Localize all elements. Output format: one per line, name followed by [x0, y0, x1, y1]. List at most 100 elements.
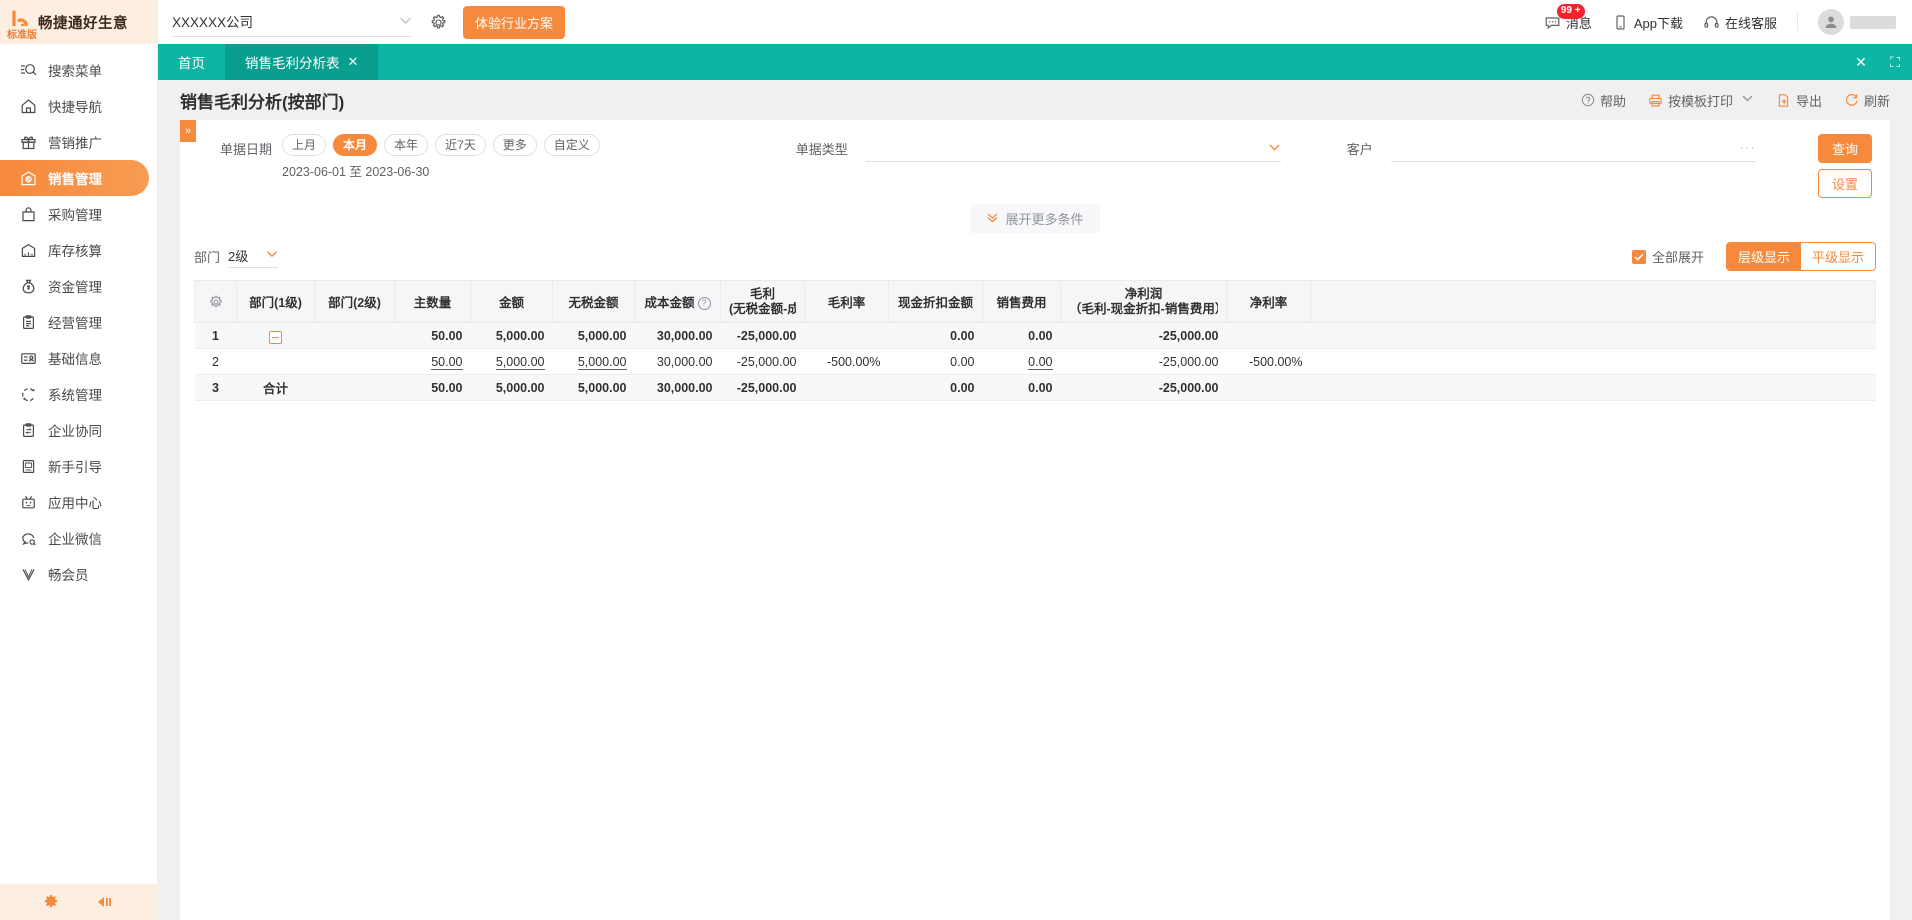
sidebar-item-guide[interactable]: 新手引导	[0, 448, 157, 484]
column-header-dept2[interactable]: 部门(2级)	[314, 280, 395, 323]
dept-level-select[interactable]: 2级	[228, 246, 279, 268]
date-chips-group: 上月 本月 本年 近7天 更多 自定义 2023-06-01 至 2023-06…	[282, 134, 600, 180]
column-header-net-profit-formula: （毛利-现金折扣-销售费用）	[1069, 301, 1218, 316]
expand-all-checkbox[interactable]: 全部展开	[1631, 247, 1704, 266]
cell-sales-expense[interactable]: 0.00	[982, 348, 1061, 375]
chevron-down-icon[interactable]	[1741, 94, 1754, 106]
export-button[interactable]: 导出	[1776, 91, 1822, 110]
cell-amount-link[interactable]: 5,000.00	[495, 354, 545, 370]
sidebar-item-marketing[interactable]: 营销推广	[0, 124, 157, 160]
column-header-gross-profit[interactable]: 毛利 (无税金额-成本金额)	[720, 280, 805, 323]
column-header-qty[interactable]: 主数量	[394, 280, 471, 323]
row-expander-cell[interactable]	[236, 322, 315, 349]
column-header-cash-discount[interactable]: 现金折扣金额	[888, 280, 983, 323]
help-button[interactable]: 帮助	[1581, 91, 1626, 110]
sidebar-item-label: 基础信息	[48, 352, 102, 367]
sidebar-item-app-center[interactable]: 应用中心	[0, 484, 157, 520]
view-mode-hierarchy[interactable]: 层级显示	[1726, 243, 1801, 270]
cell-amount-no-tax[interactable]: 5,000.00	[552, 348, 635, 375]
experience-solution-button[interactable]: 体验行业方案	[463, 5, 566, 39]
app-download-button[interactable]: App下载	[1612, 13, 1683, 32]
cell-qty-link[interactable]: 50.00	[431, 354, 463, 370]
date-filter-group: 单据日期 上月 本月 本年 近7天 更多 自定义 2023-06-01 至 20…	[220, 134, 600, 180]
sidebar-item-quick-nav[interactable]: 快捷导航	[0, 88, 157, 124]
sidebar-item-wechat-work[interactable]: 企业微信	[0, 520, 157, 556]
fullscreen-icon[interactable]: ⛶	[1890, 53, 1900, 70]
column-header-amount[interactable]: 金额	[470, 280, 553, 323]
date-chip-this-month[interactable]: 本月	[333, 134, 378, 156]
sidebar-item-sales[interactable]: 销售管理	[0, 160, 149, 196]
tab-close-icon[interactable]: ✕	[347, 54, 359, 69]
tab-home[interactable]: 首页	[158, 44, 225, 80]
company-selector[interactable]: XXXXXX公司	[172, 7, 412, 37]
column-header-amount-no-tax[interactable]: 无税金额	[552, 280, 635, 323]
refresh-button[interactable]: 刷新	[1844, 91, 1890, 110]
cell-amount-no-tax: 5,000.00	[552, 322, 635, 349]
sidebar-item-search-menu[interactable]: 搜索菜单	[0, 52, 157, 88]
date-chip-last-7-days[interactable]: 近7天	[435, 134, 486, 156]
close-icon[interactable]: ✕	[1855, 53, 1867, 70]
messages-button[interactable]: 消息 99 +	[1544, 3, 1592, 32]
table-row[interactable]: 2 50.00 5,000.00 5,000.00 30,000.00 -25,…	[194, 348, 1876, 375]
filter-row: 单据日期 上月 本月 本年 近7天 更多 自定义 2023-06-01 至 20…	[180, 120, 1890, 202]
online-support-button[interactable]: 在线客服	[1703, 13, 1777, 32]
cell-amount-no-tax-link[interactable]: 5,000.00	[577, 354, 627, 370]
column-header-dept1[interactable]: 部门(1级)	[236, 280, 315, 323]
user-profile[interactable]	[1818, 9, 1896, 35]
company-settings-gear-icon[interactable]	[430, 14, 447, 31]
cell-amount[interactable]: 5,000.00	[470, 348, 553, 375]
view-mode-flat[interactable]: 平级显示	[1800, 243, 1875, 270]
settings-button[interactable]: 设置	[1818, 169, 1872, 198]
collapse-row-icon[interactable]	[269, 330, 282, 344]
sidebar-item-basic-info[interactable]: 基础信息	[0, 340, 157, 376]
purchase-bag-icon	[18, 204, 38, 224]
help-circle-icon[interactable]: ?	[697, 297, 711, 311]
sidebar-item-inventory[interactable]: 库存核算	[0, 232, 157, 268]
more-options-icon[interactable]: ···	[1739, 140, 1756, 155]
column-settings-header[interactable]	[194, 280, 237, 323]
brand-header: 畅捷通好生意 标准版	[0, 0, 157, 44]
cell-gross-profit: -25,000.00	[720, 374, 805, 401]
gear-icon[interactable]	[203, 295, 228, 309]
date-chip-last-month[interactable]: 上月	[282, 134, 327, 156]
column-header-gross-rate[interactable]: 毛利率	[804, 280, 889, 323]
sidebar-item-vip[interactable]: 畅会员	[0, 556, 157, 592]
column-header-cost-amount[interactable]: 成本金额?	[634, 280, 721, 323]
sidebar-item-funds[interactable]: 资金管理	[0, 268, 157, 304]
date-chip-this-year[interactable]: 本年	[384, 134, 429, 156]
cell-qty[interactable]: 50.00	[394, 348, 471, 375]
expand-more-conditions-button[interactable]: 展开更多条件	[970, 204, 1100, 233]
header-divider	[1797, 13, 1798, 31]
column-header-gross-profit-formula: (无税金额-成本金额)	[729, 301, 796, 316]
table-row[interactable]: 1 50.00 5,000.00 5,000.00 30,000.00 -25,…	[194, 322, 1876, 349]
date-chip-more[interactable]: 更多	[492, 134, 537, 156]
query-button[interactable]: 查询	[1818, 134, 1872, 163]
customer-input[interactable]: ···	[1390, 134, 1756, 162]
sidebar-item-label: 企业协同	[48, 424, 102, 439]
collab-icon	[18, 420, 38, 440]
table-head: 部门(1级) 部门(2级) 主数量 金额 无税金额 成本金额? 毛利	[194, 280, 1876, 323]
row-index: 3	[194, 374, 237, 401]
print-template-button[interactable]: 按模板打印	[1648, 91, 1733, 110]
tab-sales-gross-profit-report[interactable]: 销售毛利分析表 ✕	[225, 44, 379, 80]
sidebar-item-system[interactable]: 系统管理	[0, 376, 157, 412]
doc-type-select[interactable]	[865, 134, 1281, 162]
table-row-total[interactable]: 3 合计 50.00 5,000.00 5,000.00 30,000.00 -…	[194, 374, 1876, 401]
filter-collapse-toggle[interactable]: »	[180, 120, 196, 142]
sidebar-item-label: 搜索菜单	[48, 64, 102, 79]
column-header-sales-expense[interactable]: 销售费用	[982, 280, 1061, 323]
column-header-net-profit[interactable]: 净利润 （毛利-现金折扣-销售费用）	[1060, 280, 1227, 323]
column-header-net-rate[interactable]: 净利率	[1226, 280, 1311, 323]
cell-dept1	[236, 348, 315, 375]
sidebar-item-operations[interactable]: 经营管理	[0, 304, 157, 340]
cell-sales-expense-link[interactable]: 0.00	[1028, 354, 1053, 370]
settings-dots-icon	[18, 384, 38, 404]
main-area: XXXXXX公司 体验行业方案	[158, 0, 1912, 920]
sidebar-item-collaboration[interactable]: 企业协同	[0, 412, 157, 448]
gear-icon[interactable]	[43, 894, 59, 910]
date-chip-custom[interactable]: 自定义	[543, 134, 600, 156]
grid-scroll-area[interactable]: 部门(1级) 部门(2级) 主数量 金额 无税金额 成本金额? 毛利	[180, 280, 1890, 920]
sidebar-item-purchase[interactable]: 采购管理	[0, 196, 157, 232]
collapse-icon[interactable]	[96, 895, 114, 909]
help-circle-icon	[1581, 93, 1595, 107]
